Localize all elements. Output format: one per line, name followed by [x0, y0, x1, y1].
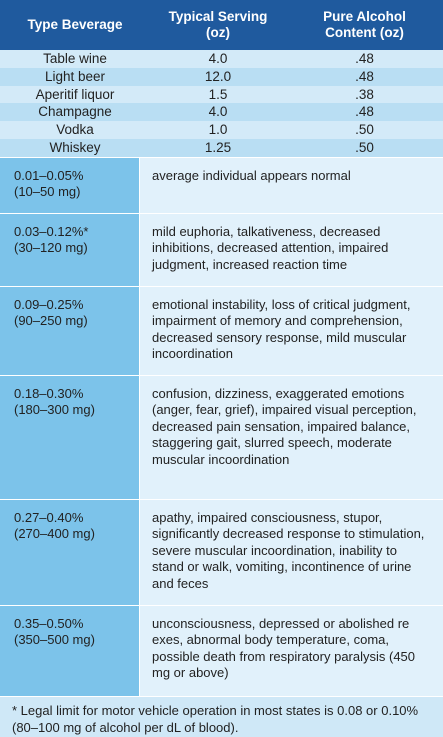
beverage-cell: 4.0	[208, 104, 228, 120]
beverage-cell: .48	[355, 104, 374, 120]
bac-level: 0.27–0.40%	[14, 509, 84, 525]
beverage-cell: Aperitif liquor	[35, 86, 115, 102]
beverage-cell: Table wine	[43, 51, 107, 66]
bac-level-cell: 0.18–0.30% (180–300 mg)	[0, 375, 140, 499]
beverage-cell: Whiskey	[49, 139, 101, 155]
bac-row: 0.35–0.50% (350–500 mg) unconsciousness, d…	[0, 604, 443, 696]
column-header: Typical Serving (oz)	[168, 9, 268, 40]
beverage-cell: 12.0	[204, 68, 232, 84]
bac-level: 0.18–0.30%	[14, 385, 84, 401]
table-header: Type Beverage Typical Serving (oz) Pure Al…	[0, 0, 443, 50]
column-header: Pure Alcohol Content (oz)	[323, 9, 406, 40]
bac-amount: (180–300 mg)	[14, 402, 95, 418]
bac-level-cell: 0.35–0.50% (350–500 mg)	[0, 605, 140, 696]
bac-row: 0.01–0.05% (10–50 mg) average individual a…	[0, 156, 443, 213]
bac-amount: (270–400 mg)	[14, 526, 95, 542]
bac-effects: average individual appears normal	[140, 157, 443, 213]
bac-effects: mild euphoria, talkativeness, decreased …	[140, 213, 443, 286]
beverage-row: Whiskey 1.25 .50	[0, 138, 443, 157]
beverage-cell: .48	[355, 68, 374, 84]
beverage-row: Table wine 4.0 .48	[0, 50, 443, 68]
bac-level-cell: 0.09–0.25% (90–250 mg)	[0, 286, 140, 375]
beverage-cell: 1.5	[208, 86, 228, 102]
bac-row: 0.03–0.12%* (30–120 mg) mild euphoria, tal…	[0, 212, 443, 286]
beverage-cell: 1.0	[208, 122, 228, 138]
beverage-cell: Light beer	[44, 68, 106, 84]
footnote: * Legal limit for motor vehicle operatio…	[0, 695, 443, 737]
bac-row: 0.09–0.25% (90–250 mg) emotional instabili…	[0, 285, 443, 375]
beverage-row: Champagne 4.0 .48	[0, 103, 443, 122]
beverage-cell: 1.25	[204, 139, 232, 155]
bac-level: 0.03–0.12%*	[14, 223, 89, 239]
beverage-row: Aperitif liquor 1.5 .38	[0, 85, 443, 104]
bac-level: 0.09–0.25%	[14, 296, 84, 312]
bac-row: 0.27–0.40% (270–400 mg) apathy, impaired c…	[0, 498, 443, 605]
bac-level-cell: 0.01–0.05% (10–50 mg)	[0, 157, 140, 213]
beverage-cell: .38	[355, 86, 374, 102]
beverage-cell: Vodka	[56, 122, 94, 138]
beverage-cell: 4.0	[208, 51, 228, 66]
bac-level: 0.01–0.05%	[14, 167, 84, 183]
beverage-row: Vodka 1.0 .50	[0, 121, 443, 139]
bac-row: 0.18–0.30% (180–300 mg) confusion, dizzine…	[0, 374, 443, 499]
column-header: Type Beverage	[27, 17, 123, 32]
bac-effects: apathy, impaired consciousness, stupor, …	[140, 499, 443, 605]
bac-effects: emotional instability, loss of critical …	[140, 286, 443, 375]
bac-amount: (90–250 mg)	[14, 313, 88, 329]
bac-amount: (10–50 mg)	[14, 184, 81, 200]
bac-amount: (30–120 mg)	[14, 240, 88, 256]
beverage-cell: .50	[355, 139, 374, 155]
beverage-cell: .50	[355, 122, 374, 138]
bac-level: 0.35–0.50%	[14, 615, 84, 631]
beverage-cell: .48	[355, 51, 374, 66]
beverage-row: Light beer 12.0 .48	[0, 67, 443, 86]
bac-amount: (350–500 mg)	[14, 632, 95, 648]
bac-effects: unconsciousness, depressed or abolished …	[140, 605, 443, 696]
beverage-cell: Champagne	[38, 104, 112, 120]
bac-level-cell: 0.27–0.40% (270–400 mg)	[0, 499, 140, 605]
bac-level-cell: 0.03–0.12%* (30–120 mg)	[0, 213, 140, 286]
bac-effects: confusion, dizziness, exaggerated emotio…	[140, 375, 443, 499]
